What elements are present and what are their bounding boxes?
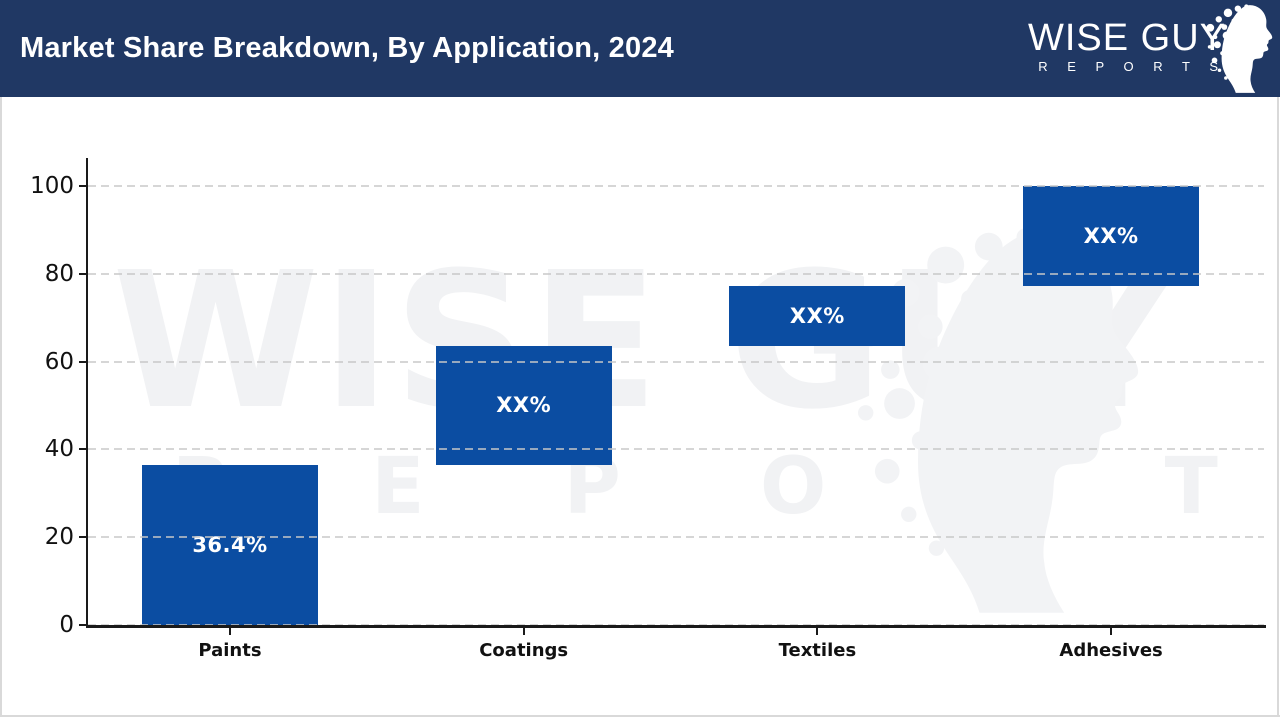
watermark-text-line1: WISE GUY: [112, 232, 1178, 451]
y-tick-mark: [79, 360, 87, 363]
header: Market Share Breakdown, By Application, …: [0, 0, 1280, 97]
y-tick-label: 80: [44, 260, 74, 287]
x-tick-mark: [229, 628, 231, 635]
bar-textiles: XX%: [729, 285, 906, 346]
y-tick-label: 100: [30, 173, 74, 199]
y-tick-mark: [79, 624, 87, 626]
logo-wordmark: WISE GUY: [1027, 16, 1226, 59]
x-axis-label: Adhesives: [1059, 640, 1163, 661]
x-axis-line: [86, 625, 1266, 628]
bar-value-label: XX%: [789, 303, 845, 328]
bar-paints: 36.4%: [142, 465, 318, 625]
x-axis-label: Paints: [198, 640, 262, 661]
gridline-60: [88, 360, 1264, 363]
border-right: [1277, 97, 1279, 717]
logo-subtitle: R E P O R T S: [1038, 59, 1226, 75]
y-tick-label: 0: [59, 612, 74, 638]
y-tick-mark: [79, 536, 87, 539]
y-tick-mark: [79, 185, 87, 187]
x-axis-label: Coatings: [479, 640, 569, 661]
y-tick-label: 60: [44, 348, 74, 375]
gridline-100: [88, 185, 1264, 187]
wise-guy-logo: WISE GUY R E P O R T S: [1028, 0, 1280, 97]
gridline-20: [88, 536, 1264, 539]
x-tick-mark: [1110, 628, 1113, 635]
y-tick-label: 20: [44, 524, 74, 551]
bar-value-label: XX%: [496, 393, 552, 418]
watermark-text-line2: R E P O R T S: [172, 442, 1280, 532]
x-tick-mark: [522, 628, 525, 635]
x-axis-label: Textiles: [778, 640, 857, 661]
y-tick-mark: [79, 272, 87, 275]
bar-coatings: XX%: [435, 345, 612, 466]
logo-text: WISE GUY R E P O R T S: [1027, 16, 1226, 75]
gridline-40: [88, 448, 1264, 451]
page-title: Market Share Breakdown, By Application, …: [20, 32, 674, 64]
y-axis-line: [86, 158, 88, 627]
bar-adhesives: XX%: [1023, 186, 1200, 286]
border-left: [0, 97, 2, 717]
y-tick-mark: [79, 448, 87, 451]
x-tick-mark: [816, 628, 819, 635]
gridline-80: [88, 272, 1264, 275]
bar-value-label: XX%: [1083, 223, 1139, 248]
y-tick-label: 40: [44, 436, 74, 463]
border-bottom: [0, 715, 1280, 717]
logo-face-icon: [1202, 3, 1278, 95]
